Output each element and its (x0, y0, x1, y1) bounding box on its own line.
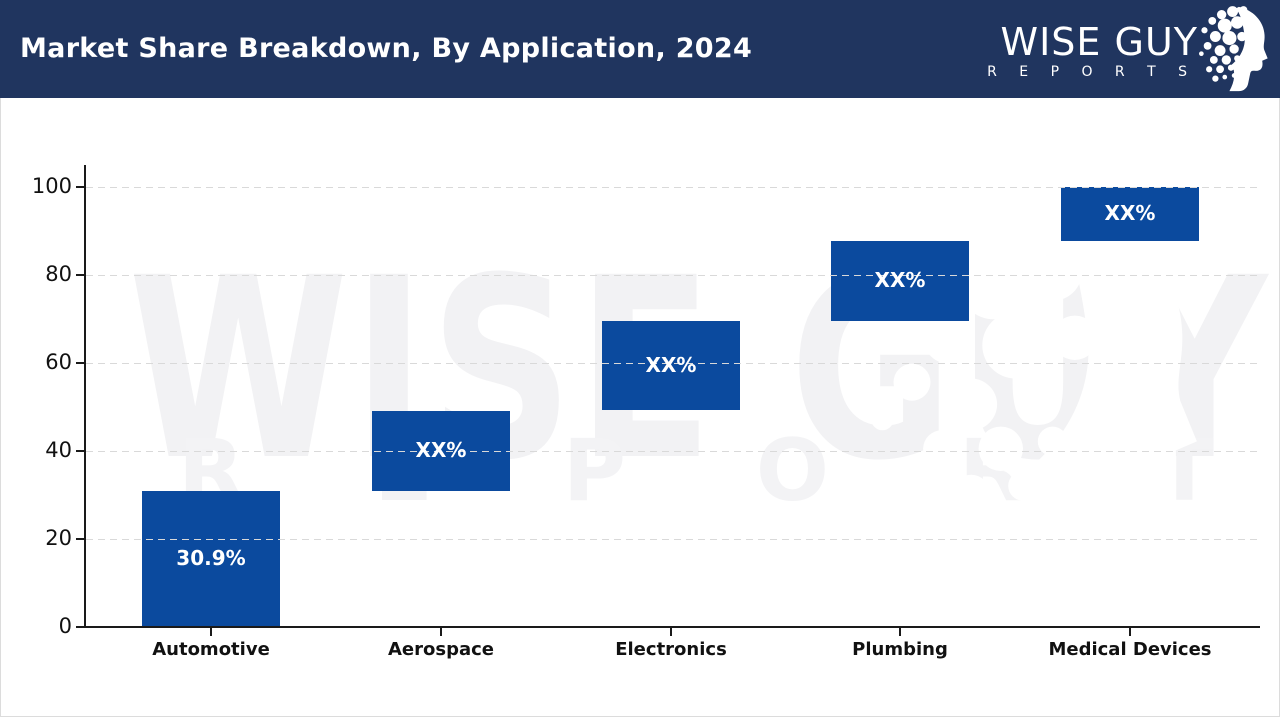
page-title: Market Share Breakdown, By Application, … (20, 33, 753, 64)
y-axis-tick (76, 274, 84, 276)
x-axis-category-label: Aerospace (387, 639, 494, 660)
y-axis-tick (76, 538, 84, 540)
y-axis-tick (76, 186, 84, 188)
y-axis-tick (76, 626, 84, 628)
y-gridline (86, 363, 1260, 364)
x-axis-tick (440, 628, 442, 636)
x-axis-category-label: Medical Devices (1048, 639, 1212, 660)
logo-wordmark: WISE GUY (1000, 20, 1198, 64)
bar-value-label: 30.9% (176, 546, 246, 570)
x-axis-tick (670, 628, 672, 636)
y-gridline (86, 539, 1260, 540)
bar-value-label: XX% (1104, 201, 1156, 226)
y-gridline (86, 275, 1260, 276)
x-axis-line (84, 626, 1260, 628)
x-axis-tick (1129, 628, 1131, 636)
bar-value-label: XX% (415, 437, 467, 462)
y-gridline (86, 451, 1260, 452)
y-axis-tick (76, 362, 84, 364)
x-axis-category-label: Electronics (615, 639, 727, 660)
waterfall-bar-automotive (142, 491, 280, 627)
bar-value-label: XX% (874, 268, 926, 293)
y-axis-line (84, 165, 86, 628)
y-axis-tick-label: 20 (45, 526, 72, 550)
x-axis-tick (210, 628, 212, 636)
y-axis-tick-label: 0 (58, 614, 72, 638)
y-gridline (86, 187, 1260, 188)
x-axis-category-label: Automotive (152, 639, 270, 660)
dotted-head-icon (1199, 6, 1268, 92)
bar-value-label: XX% (645, 352, 697, 377)
y-axis-tick-label: 100 (31, 174, 72, 198)
x-axis-category-label: Plumbing (852, 639, 948, 660)
waterfall-bar-aerospace (372, 410, 510, 491)
header-band: Market Share Breakdown, By Application, … (0, 0, 1280, 98)
wise-guy-logo: WISE GUY R E P O R T S (987, 0, 1270, 98)
y-axis-tick (76, 450, 84, 452)
logo-subtitle: R E P O R T S (987, 64, 1196, 80)
y-axis-tick-label: 80 (45, 262, 72, 286)
x-axis-tick (899, 628, 901, 636)
y-axis-tick-label: 40 (45, 438, 72, 462)
y-axis-tick-label: 60 (45, 350, 72, 374)
waterfall-bar-electronics (602, 321, 740, 411)
